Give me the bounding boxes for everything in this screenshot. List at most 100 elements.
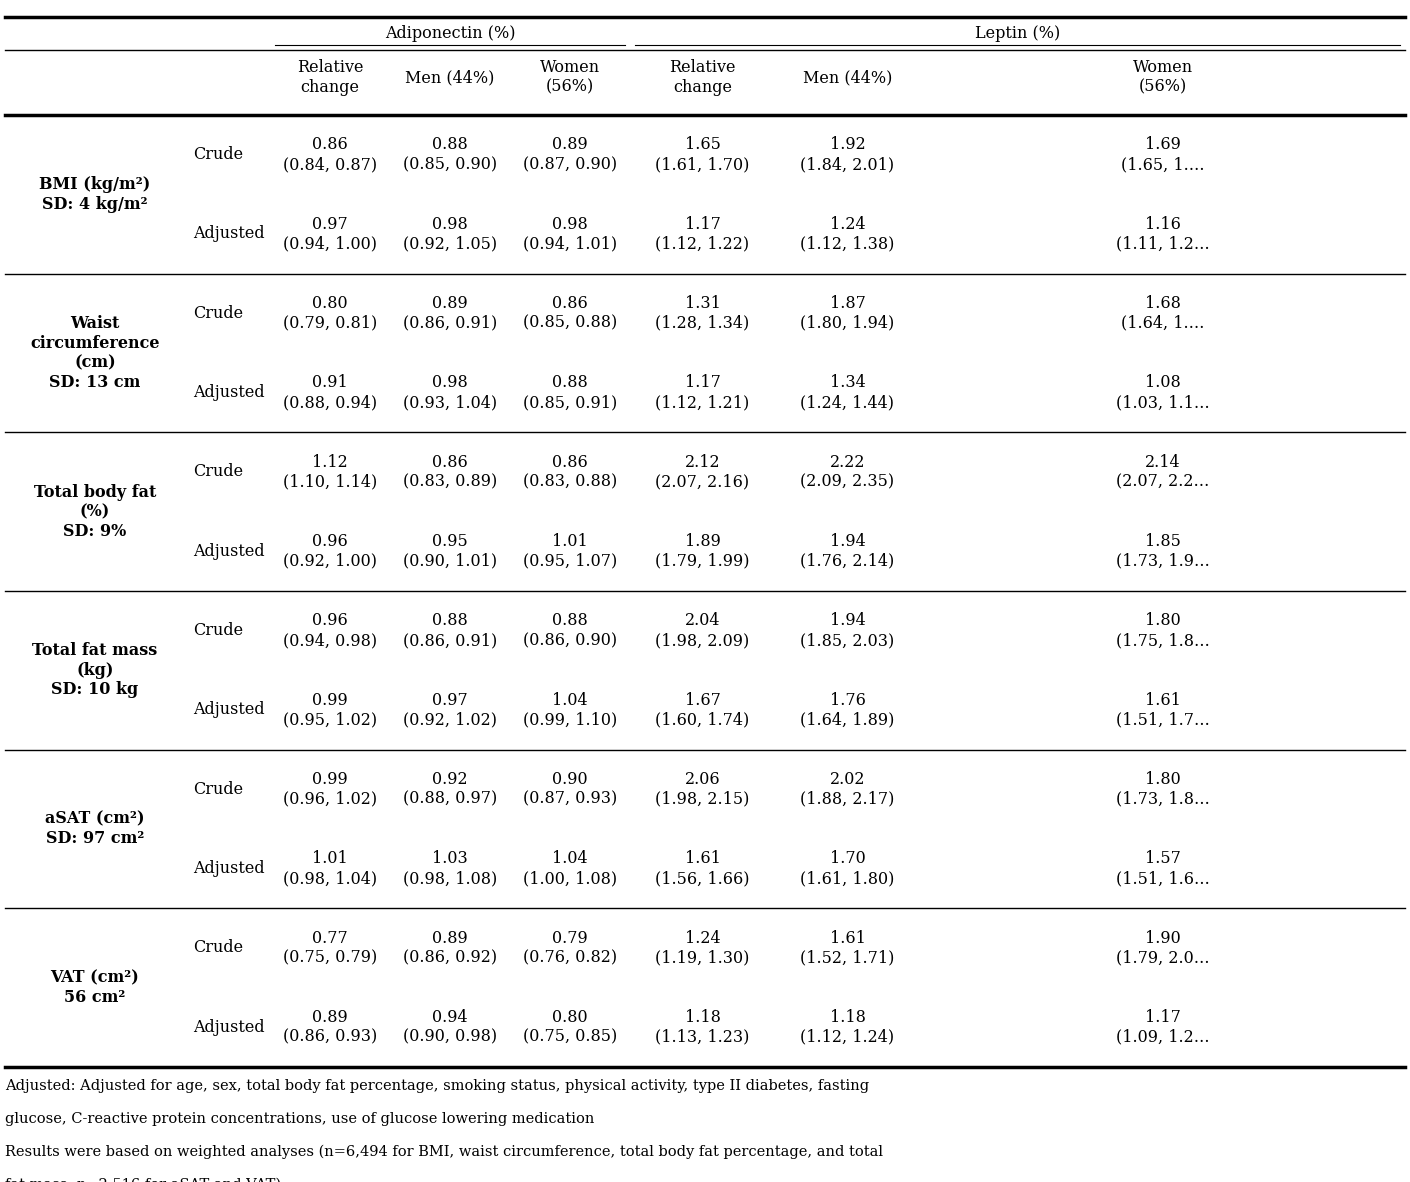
Text: 1.65
(1.61, 1.70): 1.65 (1.61, 1.70) <box>656 136 750 173</box>
Text: glucose, C-reactive protein concentrations, use of glucose lowering medication: glucose, C-reactive protein concentratio… <box>6 1112 595 1126</box>
Text: 1.18
(1.12, 1.24): 1.18 (1.12, 1.24) <box>801 1009 894 1046</box>
Text: 1.34
(1.24, 1.44): 1.34 (1.24, 1.44) <box>801 375 894 411</box>
Text: 0.89
(0.86, 0.93): 0.89 (0.86, 0.93) <box>283 1009 376 1046</box>
Text: 0.90
(0.87, 0.93): 0.90 (0.87, 0.93) <box>523 771 618 807</box>
Text: 0.96
(0.94, 0.98): 0.96 (0.94, 0.98) <box>283 612 376 649</box>
Text: Relative
change: Relative change <box>296 59 364 96</box>
Text: VAT (cm²)
56 cm²: VAT (cm²) 56 cm² <box>51 969 140 1006</box>
Text: 0.79
(0.76, 0.82): 0.79 (0.76, 0.82) <box>523 930 618 967</box>
Text: 0.89
(0.87, 0.90): 0.89 (0.87, 0.90) <box>523 136 618 173</box>
Text: 1.80
(1.73, 1.8…: 1.80 (1.73, 1.8… <box>1115 771 1210 807</box>
Text: 1.61
(1.51, 1.7…: 1.61 (1.51, 1.7… <box>1115 691 1210 728</box>
Text: 1.85
(1.73, 1.9…: 1.85 (1.73, 1.9… <box>1115 533 1210 570</box>
Text: 1.04
(0.99, 1.10): 1.04 (0.99, 1.10) <box>523 691 618 728</box>
Text: 1.17
(1.12, 1.21): 1.17 (1.12, 1.21) <box>656 375 750 411</box>
Text: 1.69
(1.65, 1.…: 1.69 (1.65, 1.… <box>1121 136 1204 173</box>
Text: Crude: Crude <box>193 463 243 481</box>
Text: 0.91
(0.88, 0.94): 0.91 (0.88, 0.94) <box>283 375 376 411</box>
Text: 1.24
(1.19, 1.30): 1.24 (1.19, 1.30) <box>656 930 750 967</box>
Text: 0.86
(0.85, 0.88): 0.86 (0.85, 0.88) <box>523 296 618 332</box>
Text: 0.95
(0.90, 1.01): 0.95 (0.90, 1.01) <box>403 533 498 570</box>
Text: 0.98
(0.92, 1.05): 0.98 (0.92, 1.05) <box>403 215 498 252</box>
Text: 0.92
(0.88, 0.97): 0.92 (0.88, 0.97) <box>403 771 498 807</box>
Text: 0.86
(0.83, 0.88): 0.86 (0.83, 0.88) <box>523 454 618 491</box>
Text: 1.89
(1.79, 1.99): 1.89 (1.79, 1.99) <box>656 533 750 570</box>
Text: 1.57
(1.51, 1.6…: 1.57 (1.51, 1.6… <box>1115 850 1210 886</box>
Text: Women
(56%): Women (56%) <box>540 59 601 96</box>
Text: 1.01
(0.95, 1.07): 1.01 (0.95, 1.07) <box>523 533 618 570</box>
Text: Leptin (%): Leptin (%) <box>974 25 1060 43</box>
Text: 0.89
(0.86, 0.92): 0.89 (0.86, 0.92) <box>403 930 498 967</box>
Text: Adjusted: Adjusted <box>193 543 265 560</box>
Text: 1.87
(1.80, 1.94): 1.87 (1.80, 1.94) <box>801 296 894 332</box>
Text: 0.98
(0.94, 1.01): 0.98 (0.94, 1.01) <box>523 215 618 252</box>
Text: 0.99
(0.96, 1.02): 0.99 (0.96, 1.02) <box>283 771 376 807</box>
Text: Crude: Crude <box>193 781 243 798</box>
Text: 0.98
(0.93, 1.04): 0.98 (0.93, 1.04) <box>403 375 498 411</box>
Text: 0.96
(0.92, 1.00): 0.96 (0.92, 1.00) <box>283 533 376 570</box>
Text: Adjusted: Adjusted <box>193 1019 265 1035</box>
Text: 1.16
(1.11, 1.2…: 1.16 (1.11, 1.2… <box>1115 215 1210 252</box>
Text: 1.80
(1.75, 1.8…: 1.80 (1.75, 1.8… <box>1115 612 1210 649</box>
Text: Crude: Crude <box>193 622 243 639</box>
Text: 1.70
(1.61, 1.80): 1.70 (1.61, 1.80) <box>801 850 895 886</box>
Text: 0.94
(0.90, 0.98): 0.94 (0.90, 0.98) <box>403 1009 498 1046</box>
Text: 0.86
(0.84, 0.87): 0.86 (0.84, 0.87) <box>283 136 376 173</box>
Text: Crude: Crude <box>193 940 243 956</box>
Text: 1.03
(0.98, 1.08): 1.03 (0.98, 1.08) <box>403 850 498 886</box>
Text: 1.90
(1.79, 2.0…: 1.90 (1.79, 2.0… <box>1115 930 1210 967</box>
Text: BMI (kg/m²)
SD: 4 kg/m²: BMI (kg/m²) SD: 4 kg/m² <box>39 176 151 213</box>
Text: 2.22
(2.09, 2.35): 2.22 (2.09, 2.35) <box>801 454 894 491</box>
Text: Adjusted: Adjusted for age, sex, total body fat percentage, smoking status, phys: Adjusted: Adjusted for age, sex, total b… <box>6 1079 869 1093</box>
Text: 0.88
(0.85, 0.90): 0.88 (0.85, 0.90) <box>403 136 498 173</box>
Text: 0.80
(0.79, 0.81): 0.80 (0.79, 0.81) <box>283 296 376 332</box>
Text: 1.24
(1.12, 1.38): 1.24 (1.12, 1.38) <box>801 215 895 252</box>
Text: 1.12
(1.10, 1.14): 1.12 (1.10, 1.14) <box>283 454 376 491</box>
Text: 1.67
(1.60, 1.74): 1.67 (1.60, 1.74) <box>656 691 750 728</box>
Text: Adjusted: Adjusted <box>193 226 265 242</box>
Text: 1.31
(1.28, 1.34): 1.31 (1.28, 1.34) <box>656 296 750 332</box>
Text: 0.88
(0.86, 0.90): 0.88 (0.86, 0.90) <box>523 612 618 649</box>
Text: 1.04
(1.00, 1.08): 1.04 (1.00, 1.08) <box>523 850 618 886</box>
Text: 1.76
(1.64, 1.89): 1.76 (1.64, 1.89) <box>801 691 895 728</box>
Text: fat mass; n=2,516 for aSAT and VAT): fat mass; n=2,516 for aSAT and VAT) <box>6 1178 281 1182</box>
Text: 1.17
(1.12, 1.22): 1.17 (1.12, 1.22) <box>656 215 750 252</box>
Text: 0.77
(0.75, 0.79): 0.77 (0.75, 0.79) <box>283 930 376 967</box>
Text: 1.92
(1.84, 2.01): 1.92 (1.84, 2.01) <box>801 136 894 173</box>
Text: 0.88
(0.86, 0.91): 0.88 (0.86, 0.91) <box>403 612 498 649</box>
Text: 0.80
(0.75, 0.85): 0.80 (0.75, 0.85) <box>523 1009 618 1046</box>
Text: Women
(56%): Women (56%) <box>1132 59 1193 96</box>
Text: Men (44%): Men (44%) <box>802 69 893 86</box>
Text: 1.68
(1.64, 1.…: 1.68 (1.64, 1.… <box>1121 296 1204 332</box>
Text: 1.01
(0.98, 1.04): 1.01 (0.98, 1.04) <box>283 850 376 886</box>
Text: 1.08
(1.03, 1.1…: 1.08 (1.03, 1.1… <box>1115 375 1210 411</box>
Text: 0.88
(0.85, 0.91): 0.88 (0.85, 0.91) <box>523 375 618 411</box>
Text: Total body fat
(%)
SD: 9%: Total body fat (%) SD: 9% <box>34 483 157 540</box>
Text: Adjusted: Adjusted <box>193 384 265 401</box>
Text: 1.61
(1.56, 1.66): 1.61 (1.56, 1.66) <box>656 850 750 886</box>
Text: Adjusted: Adjusted <box>193 701 265 719</box>
Text: 2.06
(1.98, 2.15): 2.06 (1.98, 2.15) <box>656 771 750 807</box>
Text: 1.17
(1.09, 1.2…: 1.17 (1.09, 1.2… <box>1115 1009 1210 1046</box>
Text: Crude: Crude <box>193 147 243 163</box>
Text: Men (44%): Men (44%) <box>405 69 495 86</box>
Text: 2.14
(2.07, 2.2…: 2.14 (2.07, 2.2… <box>1115 454 1210 491</box>
Text: Relative
change: Relative change <box>670 59 736 96</box>
Text: Adjusted: Adjusted <box>193 860 265 877</box>
Text: Waist
circumference
(cm)
SD: 13 cm: Waist circumference (cm) SD: 13 cm <box>30 316 159 391</box>
Text: 1.18
(1.13, 1.23): 1.18 (1.13, 1.23) <box>656 1009 750 1046</box>
Text: Adiponectin (%): Adiponectin (%) <box>385 25 515 43</box>
Text: 1.94
(1.76, 2.14): 1.94 (1.76, 2.14) <box>801 533 894 570</box>
Text: 1.94
(1.85, 2.03): 1.94 (1.85, 2.03) <box>801 612 894 649</box>
Text: 2.04
(1.98, 2.09): 2.04 (1.98, 2.09) <box>656 612 750 649</box>
Text: 2.12
(2.07, 2.16): 2.12 (2.07, 2.16) <box>656 454 750 491</box>
Text: 1.61
(1.52, 1.71): 1.61 (1.52, 1.71) <box>801 930 895 967</box>
Text: 0.97
(0.92, 1.02): 0.97 (0.92, 1.02) <box>403 691 496 728</box>
Text: 2.02
(1.88, 2.17): 2.02 (1.88, 2.17) <box>801 771 895 807</box>
Text: 0.89
(0.86, 0.91): 0.89 (0.86, 0.91) <box>403 296 498 332</box>
Text: 0.97
(0.94, 1.00): 0.97 (0.94, 1.00) <box>283 215 376 252</box>
Text: aSAT (cm²)
SD: 97 cm²: aSAT (cm²) SD: 97 cm² <box>45 811 145 847</box>
Text: 0.86
(0.83, 0.89): 0.86 (0.83, 0.89) <box>403 454 498 491</box>
Text: Crude: Crude <box>193 305 243 322</box>
Text: 0.99
(0.95, 1.02): 0.99 (0.95, 1.02) <box>283 691 376 728</box>
